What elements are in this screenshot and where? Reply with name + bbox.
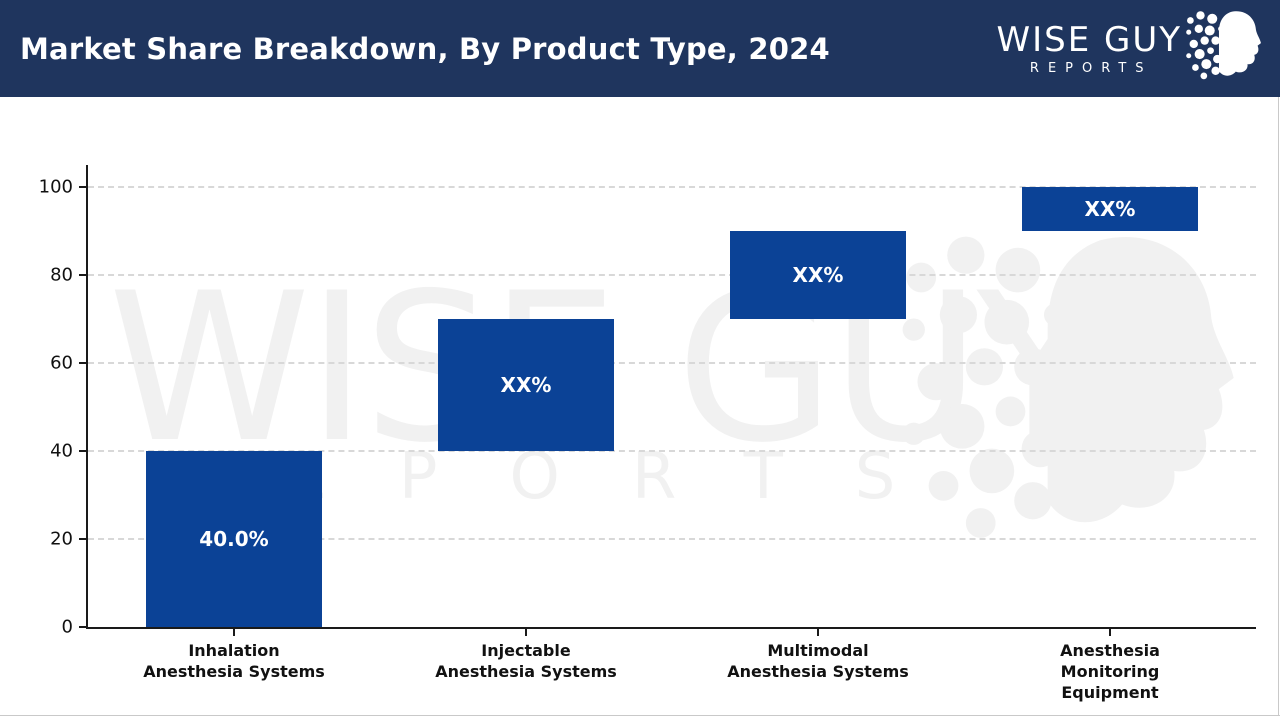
gridline-y60 — [88, 362, 1256, 364]
bar-4: XX% — [1022, 187, 1198, 231]
y-tick-label-0: 0 — [61, 616, 73, 638]
x-category-label-4: Anesthesia Monitoring Equipment — [1060, 641, 1160, 702]
bar-value-label-2: XX% — [500, 373, 552, 397]
y-tick-label-20: 20 — [50, 528, 73, 550]
y-tick-label-40: 40 — [50, 440, 73, 462]
y-axis-spine — [86, 165, 88, 629]
y-tick-label-80: 80 — [50, 264, 73, 286]
y-tick-label-60: 60 — [50, 352, 73, 374]
x-category-label-2: Injectable Anesthesia Systems — [435, 641, 617, 681]
y-tick-label-100: 100 — [38, 176, 73, 198]
x-tick-1 — [233, 627, 235, 636]
logo-face-icon — [1186, 10, 1261, 79]
logo-subtext: REPORTS — [1029, 60, 1153, 76]
x-tick-2 — [525, 627, 527, 636]
y-tick-80 — [79, 274, 88, 276]
bar-value-label-1: 40.0% — [199, 527, 269, 551]
gridline-y80 — [88, 274, 1256, 276]
chart-title: Market Share Breakdown, By Product Type,… — [20, 31, 830, 66]
y-tick-60 — [79, 362, 88, 364]
bar-3: XX% — [730, 231, 906, 319]
x-axis-spine — [86, 627, 1256, 629]
right-frame-line — [1278, 97, 1279, 716]
chart-plot-area: 40.0% Inhalation Anesthesia Systems XX% Inje… — [0, 97, 1280, 717]
logo-wordmark: WISE GUY — [996, 19, 1182, 60]
bar-2: XX% — [438, 319, 614, 451]
y-tick-100 — [79, 186, 88, 188]
x-category-label-1: Inhalation Anesthesia Systems — [143, 641, 325, 681]
gridline-y40 — [88, 450, 1256, 452]
y-tick-0 — [79, 626, 88, 628]
x-tick-3 — [817, 627, 819, 636]
bar-value-label-3: XX% — [792, 263, 844, 287]
x-category-label-3: Multimodal Anesthesia Systems — [727, 641, 909, 681]
header-bar: Market Share Breakdown, By Product Type,… — [0, 0, 1280, 97]
y-tick-40 — [79, 450, 88, 452]
x-tick-4 — [1109, 627, 1111, 636]
bar-value-label-4: XX% — [1084, 197, 1136, 221]
bottom-frame-line — [0, 715, 1280, 716]
gridline-y100 — [88, 186, 1256, 188]
gridline-y20 — [88, 538, 1256, 540]
y-tick-20 — [79, 538, 88, 540]
bar-1: 40.0% — [146, 451, 322, 627]
logo-text: WISE GUY REPORTS — [996, 23, 1182, 75]
wise-guy-reports-logo: WISE GUY REPORTS — [996, 7, 1272, 91]
